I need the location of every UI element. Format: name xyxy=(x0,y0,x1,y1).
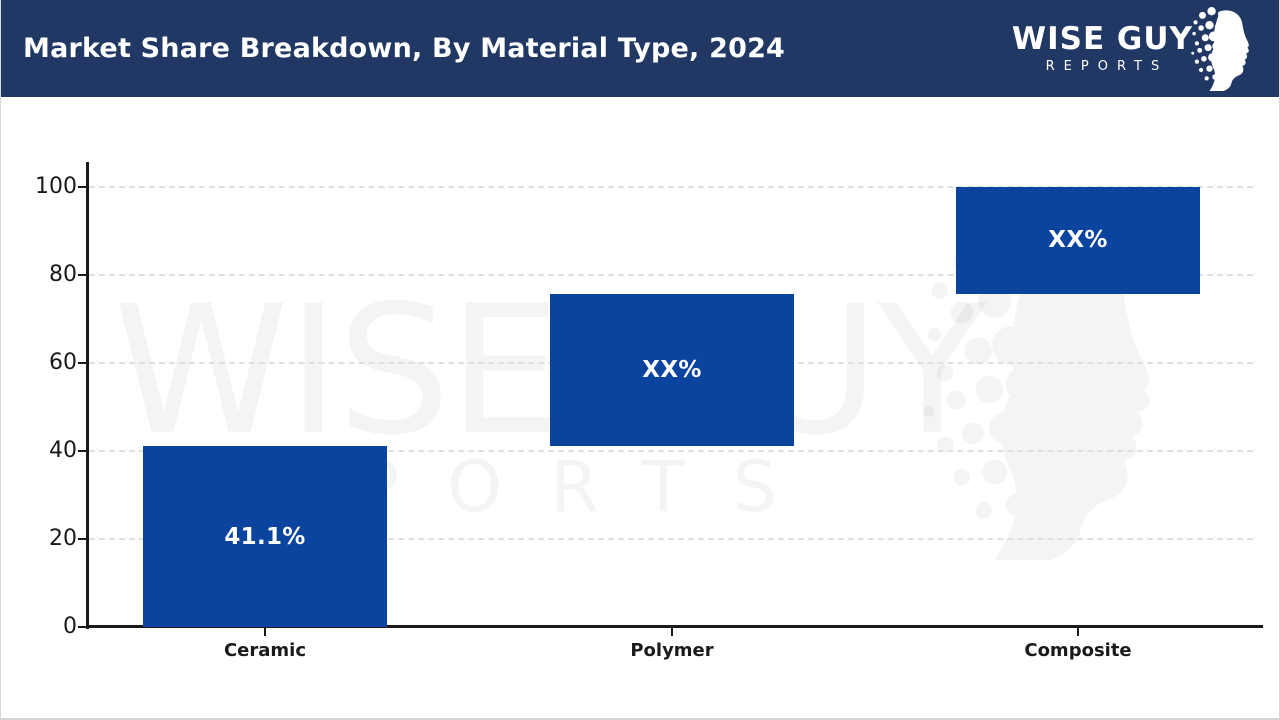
y-tick-label: 0 xyxy=(63,614,77,639)
gridline-40 xyxy=(89,450,1253,452)
bar-ceramic: 41.1% xyxy=(143,446,387,627)
logo-subtitle: REPORTS xyxy=(1045,59,1169,74)
gridline-100 xyxy=(89,186,1253,188)
y-tick xyxy=(78,450,86,452)
bar-value-label: XX% xyxy=(1048,227,1108,254)
page-title: Market Share Breakdown, By Material Type… xyxy=(23,33,786,64)
x-tick xyxy=(1077,628,1079,636)
wiseguy-logo: WISE GUY REPORTS xyxy=(1012,7,1253,91)
x-axis-line xyxy=(86,625,1263,628)
y-tick-label: 40 xyxy=(49,438,77,463)
y-tick xyxy=(78,362,86,364)
y-tick xyxy=(78,538,86,540)
y-axis-line xyxy=(86,162,89,629)
y-tick-label: 100 xyxy=(35,174,77,199)
y-tick-label: 60 xyxy=(49,350,77,375)
y-tick-label: 20 xyxy=(49,526,77,551)
y-tick xyxy=(78,274,86,276)
gridline-20 xyxy=(89,538,1253,540)
x-category-label: Composite xyxy=(1024,640,1132,661)
bar-value-label: XX% xyxy=(642,357,702,384)
bar-composite: XX% xyxy=(956,187,1200,294)
gridline-80 xyxy=(89,274,1253,276)
y-tick-label: 80 xyxy=(49,262,77,287)
x-tick xyxy=(264,628,266,636)
logo-text: WISE GUY REPORTS xyxy=(1011,21,1193,74)
logo-wordmark: WISE GUY xyxy=(1011,21,1193,57)
wiseguy-face-icon xyxy=(1187,7,1253,91)
bar-value-label: 41.1% xyxy=(224,523,306,550)
x-tick xyxy=(671,628,673,636)
y-tick xyxy=(78,186,86,188)
y-tick xyxy=(78,626,86,628)
x-category-label: Ceramic xyxy=(223,640,307,661)
header: Market Share Breakdown, By Material Type… xyxy=(1,0,1279,97)
plot-area: 0 20 40 60 80 100 41.1% Ceramic XX% Polymer XX% Com… xyxy=(1,97,1280,720)
bar-polymer: XX% xyxy=(550,293,794,447)
x-category-label: Polymer xyxy=(630,640,714,661)
